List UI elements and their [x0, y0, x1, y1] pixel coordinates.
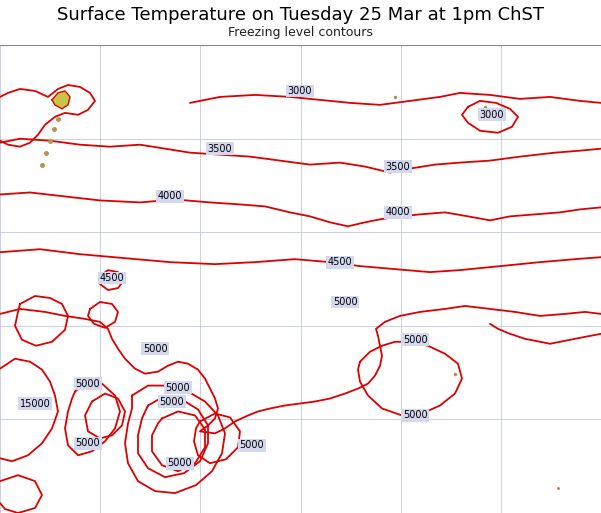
Text: 3500: 3500	[208, 144, 233, 154]
Text: 5000: 5000	[76, 438, 100, 448]
Text: 5000: 5000	[403, 335, 427, 345]
Text: 5000: 5000	[166, 383, 191, 392]
Text: 3000: 3000	[288, 86, 313, 96]
Text: 15000: 15000	[20, 399, 50, 408]
Text: 3000: 3000	[480, 110, 504, 120]
Text: 4500: 4500	[100, 273, 124, 283]
Polygon shape	[52, 91, 70, 109]
Text: 4000: 4000	[157, 191, 182, 202]
Text: 4500: 4500	[328, 257, 352, 267]
Text: 3500: 3500	[386, 162, 410, 171]
Text: Freezing level contours: Freezing level contours	[228, 26, 373, 38]
Text: 5000: 5000	[333, 297, 358, 307]
Text: 5000: 5000	[160, 397, 185, 406]
Text: 5000: 5000	[76, 379, 100, 388]
Text: 5000: 5000	[168, 458, 192, 468]
Text: Surface Temperature on Tuesday 25 Mar at 1pm ChST: Surface Temperature on Tuesday 25 Mar at…	[57, 6, 544, 24]
Text: 5000: 5000	[240, 440, 264, 450]
Text: 5000: 5000	[403, 410, 427, 421]
Text: 5000: 5000	[142, 344, 167, 354]
Text: 4000: 4000	[386, 207, 410, 218]
